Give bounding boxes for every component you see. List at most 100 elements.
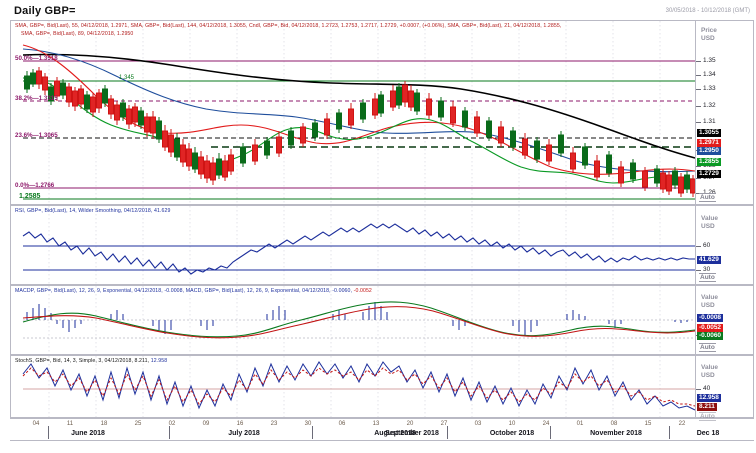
macd-line [22, 301, 696, 338]
price-tick: 1.33 [703, 85, 716, 92]
x-day-tick: 09 [202, 421, 210, 427]
stoch-tick: 40 [703, 385, 711, 392]
sma-144-line [22, 53, 696, 159]
price-axis[interactable]: Price USD 1.35 1.34 1.33 1.32 1.31 1.29 … [695, 21, 753, 204]
x-day-tick: 13 [372, 421, 380, 427]
x-day-tick: 18 [100, 421, 108, 427]
date-range-label: 30/05/2018 - 10/12/2018 (GMT) [665, 8, 750, 14]
x-month-label-december: Dec 18 [696, 430, 720, 437]
rsi-legend: RSI, GBP=, Bid(Last), 14, Wilder Smoothi… [15, 208, 170, 215]
sma-21-line [22, 77, 696, 184]
macd-legend: MACDP, GBP=, Bid(Last), 12, 26, 9, Expon… [15, 288, 372, 295]
price-badge-sma89: 1.2950 [697, 147, 721, 155]
x-month-separator [447, 426, 448, 439]
x-day-tick: 22 [678, 421, 686, 427]
x-month-label: July 2018 [228, 430, 260, 437]
x-day-tick: 04 [32, 421, 40, 427]
macd-axis-title-1: Value [701, 294, 718, 301]
stoch-legend-text-2: 12.958 [150, 358, 168, 364]
price-tick: 1.35 [703, 57, 716, 64]
x-month-label-october: October 2018 [489, 430, 535, 437]
price-legend-line-1: SMA, GBP=, Bid(Last), 55, 04/12/2018, 1.… [15, 23, 561, 30]
fib-label-236: 23.6%—1.3065 [15, 132, 58, 139]
stochastic-legend: StochS, GBP=, Bid, 14, 3, Simple, 3, 04/… [15, 358, 167, 365]
x-month-separator [669, 426, 670, 439]
stoch-axis-title-1: Value [701, 364, 718, 371]
stoch-k-line [22, 361, 696, 411]
price-tick: 1.26 [703, 189, 716, 196]
resistance-level-label: 1.345 [119, 75, 135, 81]
macd-panel[interactable]: MACDP, GBP=, Bid(Last), 12, 26, 9, Expon… [10, 285, 754, 355]
x-day-tick: 01 [576, 421, 584, 427]
macd-line-badge: -0.0060 [697, 332, 724, 340]
rsi-line [22, 223, 695, 275]
rsi-axis[interactable]: Value USD 60 30 41.629 Auto [695, 206, 753, 284]
support-level-label: 1.2585 [19, 193, 41, 200]
macd-axis[interactable]: Value USD -0.01 -0.0008 -0.0052 -0.0060 … [695, 286, 753, 354]
stochastic-chart-canvas[interactable] [11, 356, 753, 417]
rsi-chart-canvas[interactable] [11, 206, 753, 284]
x-day-tick: 27 [440, 421, 448, 427]
stoch-axis-title-2: USD [701, 372, 715, 379]
macd-legend-text-2: 12, 26, 9, Exponential, 04/12/2018, -0.0… [246, 288, 353, 294]
stoch-auto-button[interactable]: Auto [699, 412, 716, 421]
x-day-tick: 30 [304, 421, 312, 427]
macd-gridlines [48, 286, 661, 354]
macd-signal-badge: -0.0052 [697, 324, 724, 332]
rsi-panel[interactable]: RSI, GBP=, Bid(Last), 14, Wilder Smoothi… [10, 205, 754, 285]
price-chart-canvas[interactable] [11, 21, 753, 204]
price-badge-sma144: 1.3055 [697, 129, 721, 137]
x-day-tick: 03 [474, 421, 482, 427]
x-day-tick: 16 [236, 421, 244, 427]
stoch-legend-text-1: StochS, GBP=, Bid, 14, 3, Simple, 3, 04/… [15, 358, 150, 364]
price-tick: 1.31 [703, 118, 716, 125]
price-legend-text-2: SMA, GBP=, Bid(Last), 89, 04/12/2018, 1.… [21, 31, 134, 37]
fib-label-382: 38.2%—1.3315 [15, 95, 58, 102]
price-legend-text-1: SMA, GBP=, Bid(Last), 55, 04/12/2018, 1.… [15, 23, 562, 29]
price-auto-button[interactable]: Auto [699, 193, 716, 202]
x-month-label-november: November 2018 [590, 430, 642, 437]
macd-chart-canvas[interactable] [11, 286, 753, 354]
macd-axis-title-2: USD [701, 302, 715, 309]
rsi-axis-title-1: Value [701, 215, 718, 222]
stoch-d-line [22, 367, 696, 407]
macd-legend-text-1: MACDP, GBP=, Bid(Last), 12, 26, 9, Expon… [15, 288, 246, 294]
x-month-separator [169, 426, 170, 439]
x-day-tick: 25 [134, 421, 142, 427]
rsi-tick: 60 [703, 242, 711, 249]
candlestick-series [24, 67, 696, 197]
x-month-separator [550, 426, 551, 439]
macd-signal-line [22, 305, 696, 339]
fib-label-0: 0.0%—1.2766 [15, 182, 55, 189]
macd-histogram [26, 302, 688, 336]
x-axis-months-right: September 2018 October 2018 November 201… [0, 418, 756, 453]
stochastic-panel[interactable]: StochS, GBP=, Bid, 14, 3, Simple, 3, 04/… [10, 355, 754, 421]
x-day-tick: 08 [610, 421, 618, 427]
stochastic-axis[interactable]: Value USD 40 12.958 8.211 Auto [695, 356, 753, 421]
price-badge-sma21: 1.2855 [697, 158, 721, 166]
price-tick: 1.32 [703, 102, 716, 109]
fibonacci-levels [23, 60, 695, 200]
x-day-tick: 11 [66, 421, 74, 427]
price-badge-sma55: 1.2971 [697, 139, 721, 147]
x-day-tick: 06 [338, 421, 346, 427]
macd-auto-button[interactable]: Auto [699, 343, 716, 352]
x-month-label: June 2018 [71, 430, 105, 437]
price-panel[interactable]: SMA, GBP=, Bid(Last), 55, 04/12/2018, 1.… [10, 20, 754, 205]
rsi-tick: 30 [703, 266, 711, 273]
x-day-tick: 15 [644, 421, 652, 427]
stoch-k-badge: 8.211 [697, 403, 717, 411]
rsi-auto-button[interactable]: Auto [699, 273, 716, 282]
x-axis[interactable]: 04 11 18 25 02 09 16 23 30 06 13 20 27 0… [0, 418, 756, 453]
price-axis-title-2: USD [701, 35, 715, 42]
sma-55-line [22, 44, 696, 175]
x-day-tick: 24 [542, 421, 550, 427]
x-day-tick: 23 [270, 421, 278, 427]
x-month-separator [48, 426, 49, 439]
stoch-d-badge: 12.958 [697, 394, 721, 402]
rsi-value-badge: 41.629 [697, 256, 721, 264]
x-month-label-september: September 2018 [385, 430, 439, 437]
macd-histogram-badge: -0.0008 [697, 314, 724, 322]
page-title: Daily GBP= [14, 5, 76, 17]
